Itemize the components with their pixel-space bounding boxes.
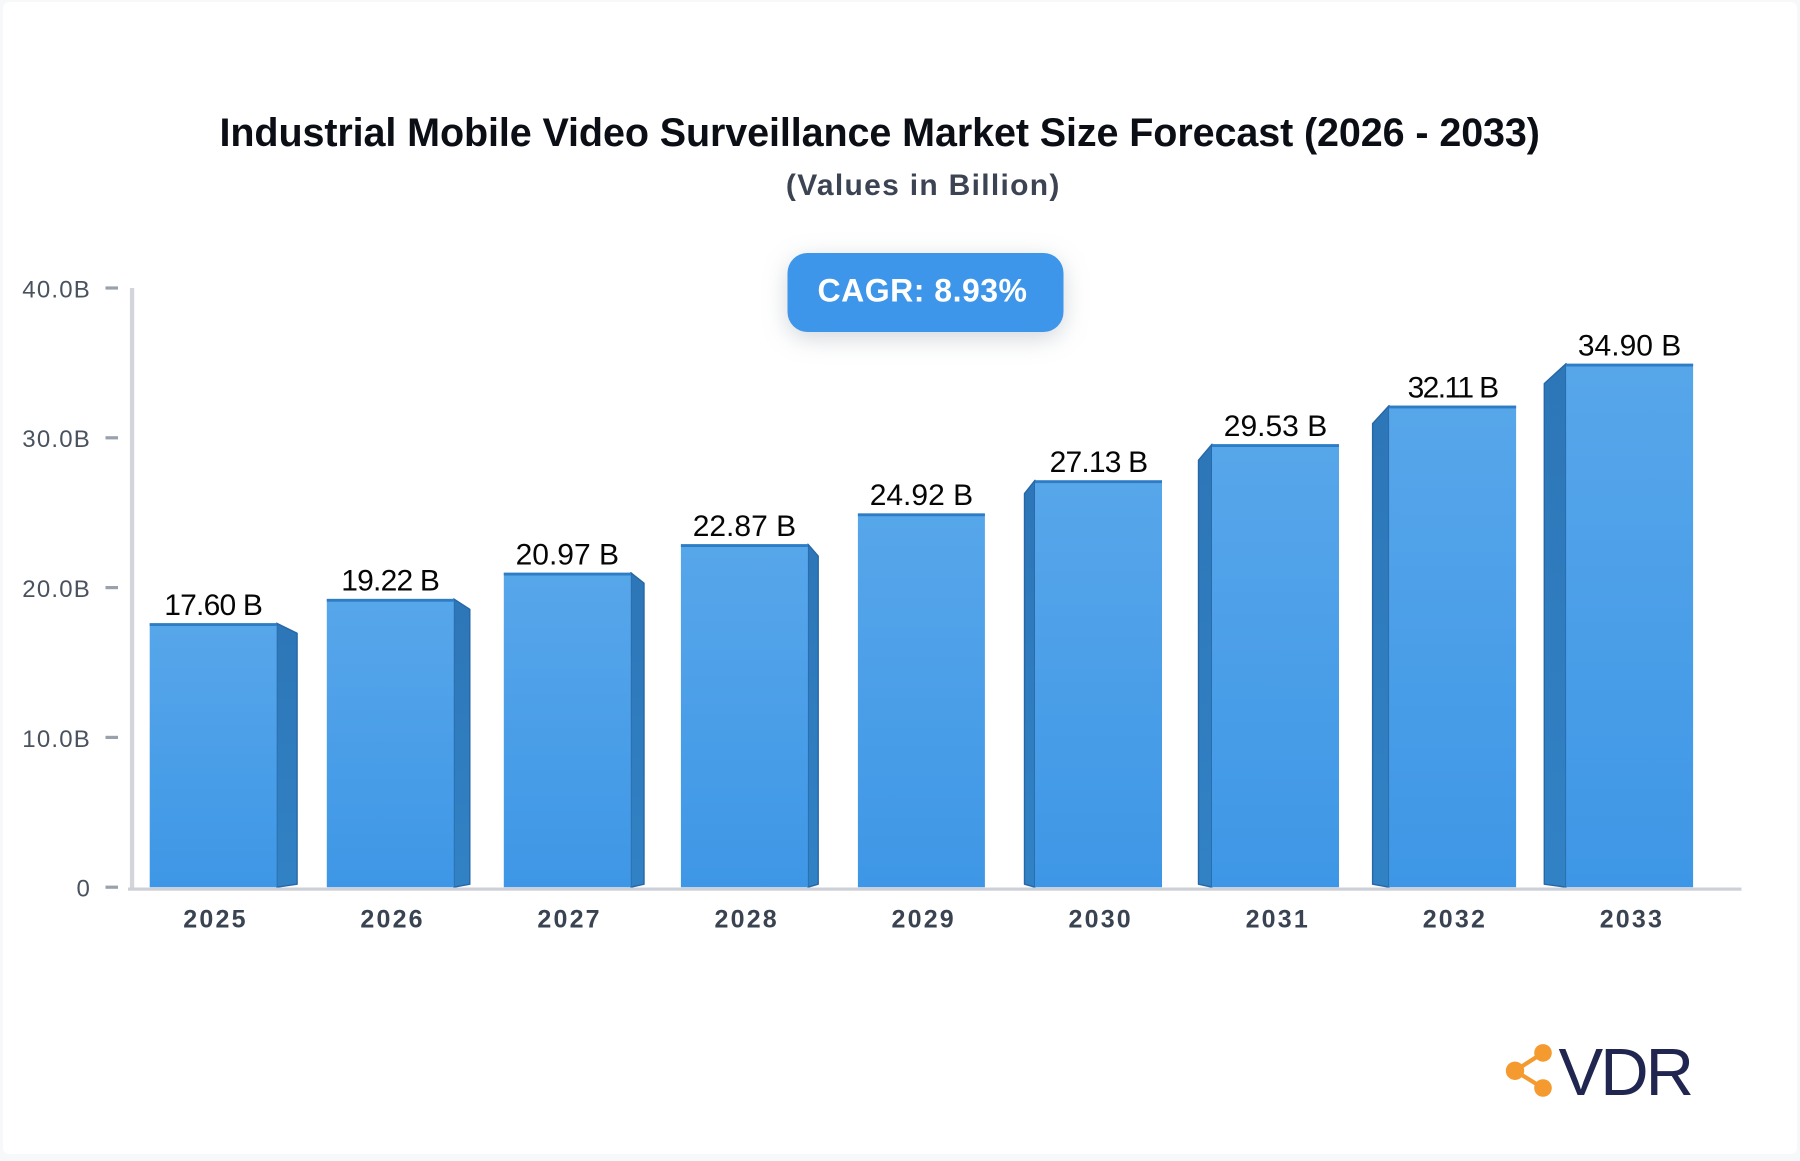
svg-text:32.11 B: 32.11 B: [1408, 371, 1499, 404]
svg-text:20.97 B: 20.97 B: [516, 539, 619, 572]
svg-text:2032: 2032: [1423, 906, 1487, 934]
svg-text:2028: 2028: [714, 906, 778, 934]
svg-text:2033: 2033: [1600, 906, 1664, 934]
svg-text:2027: 2027: [537, 906, 601, 934]
svg-text:VDR: VDR: [1559, 1035, 1692, 1110]
svg-text:19.22 B: 19.22 B: [341, 565, 439, 598]
svg-text:2031: 2031: [1246, 906, 1310, 934]
svg-text:20.0B: 20.0B: [22, 576, 91, 603]
svg-text:CAGR: 8.93%: CAGR: 8.93%: [818, 273, 1028, 309]
svg-text:2026: 2026: [360, 906, 424, 934]
svg-text:40.0B: 40.0B: [22, 276, 91, 303]
svg-text:0: 0: [76, 876, 91, 903]
svg-text:Industrial Mobile Video Survei: Industrial Mobile Video Surveillance Mar…: [220, 111, 1540, 155]
svg-text:30.0B: 30.0B: [22, 426, 91, 453]
svg-text:24.92 B: 24.92 B: [870, 479, 973, 512]
svg-text:10.0B: 10.0B: [22, 726, 91, 753]
svg-text:34.90 B: 34.90 B: [1578, 330, 1681, 363]
svg-text:17.60 B: 17.60 B: [164, 589, 262, 622]
svg-text:2030: 2030: [1068, 906, 1132, 934]
svg-text:22.87 B: 22.87 B: [693, 510, 796, 543]
svg-text:(Values in Billion): (Values in Billion): [786, 169, 1061, 202]
svg-text:2029: 2029: [891, 906, 955, 934]
svg-text:2025: 2025: [183, 906, 247, 934]
svg-text:27.13 B: 27.13 B: [1050, 446, 1148, 479]
svg-text:29.53 B: 29.53 B: [1224, 410, 1327, 443]
